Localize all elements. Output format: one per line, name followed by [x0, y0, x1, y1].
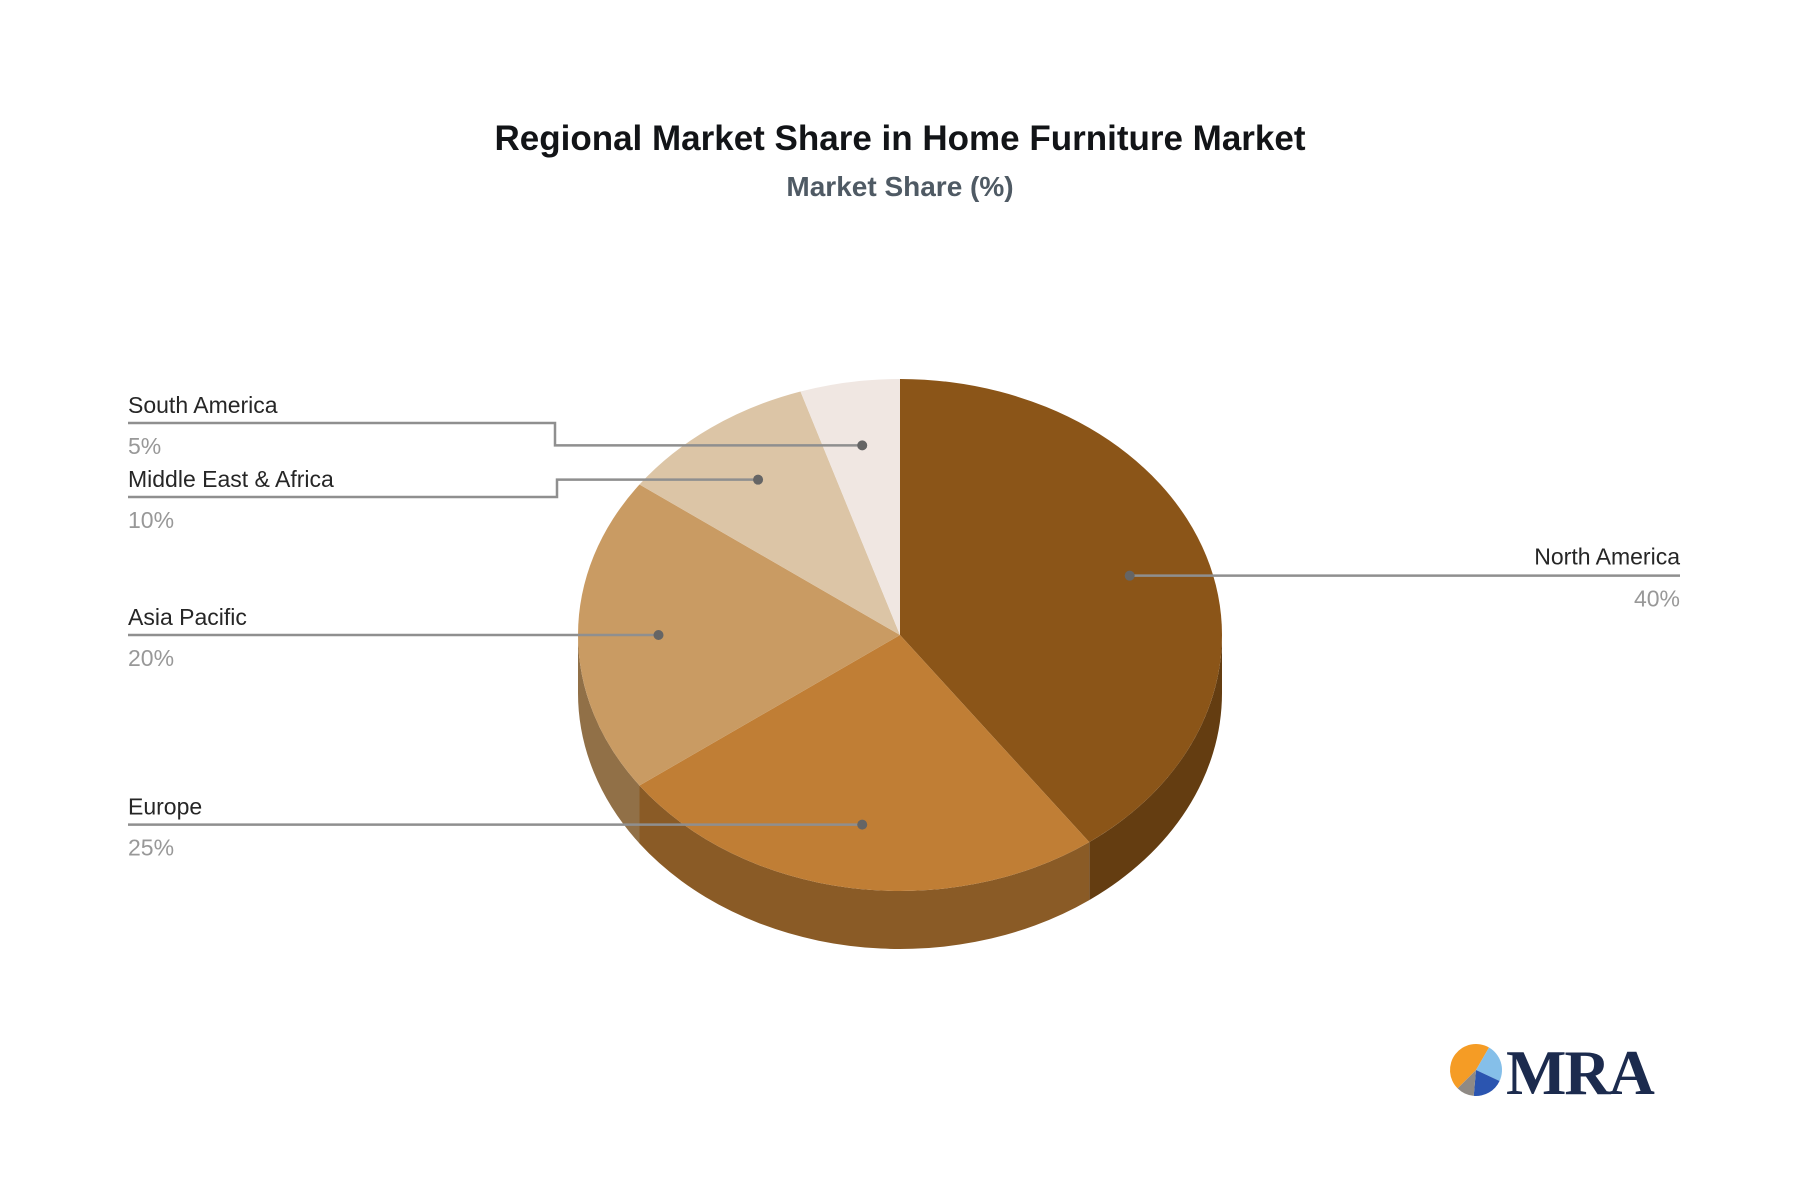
slice-label-north-america: North America: [1534, 544, 1680, 570]
leader-dot-europe: [857, 819, 868, 830]
chart-title: Regional Market Share in Home Furniture …: [494, 119, 1305, 158]
logo-orange-slice: [1450, 1044, 1489, 1089]
leader-dot-north-america: [1124, 570, 1135, 581]
pie-slice-side-north-america: [1089, 635, 1222, 901]
pie-slice-south-america[interactable]: [800, 379, 900, 635]
slice-value-north-america: 40%: [1634, 586, 1680, 612]
callout-south-america: South America 5%: [128, 392, 868, 459]
logo-pie-icon: [1450, 1044, 1502, 1097]
slice-value-south-america: 5%: [128, 433, 161, 459]
callout-asia-pacific: Asia Pacific 20%: [128, 604, 664, 671]
logo-gray-slice: [1457, 1070, 1476, 1096]
slice-label-middle-east-africa: Middle East & Africa: [128, 466, 334, 492]
slice-value-europe: 25%: [128, 835, 174, 861]
slice-value-middle-east-africa: 10%: [128, 507, 174, 533]
pie-slice-middle-east-africa[interactable]: [639, 391, 900, 635]
callout-north-america: North America 40%: [1124, 544, 1680, 612]
pie-3d-slices: [578, 379, 1222, 891]
callout-europe: Europe 25%: [128, 794, 868, 861]
pie-slice-side-asia-pacific: [578, 635, 640, 844]
callout-middle-east-africa: Middle East & Africa 10%: [128, 466, 764, 533]
leader-dot-asia-pacific: [653, 630, 664, 640]
slice-label-asia-pacific: Asia Pacific: [128, 604, 247, 630]
slice-label-south-america: South America: [128, 392, 278, 418]
logo-text: MRA: [1506, 1037, 1655, 1108]
leader-dot-south-america: [857, 440, 868, 451]
slice-value-asia-pacific: 20%: [128, 645, 174, 671]
pie-slice-asia-pacific[interactable]: [578, 484, 900, 786]
logo-dark-blue-slice: [1473, 1070, 1500, 1097]
slice-label-europe: Europe: [128, 794, 202, 820]
leader-line-south-america: [128, 421, 863, 447]
pie-slice-north-america[interactable]: [900, 379, 1222, 843]
leader-dot-middle-east-africa: [753, 474, 764, 485]
chart-subtitle: Market Share (%): [786, 171, 1013, 202]
pie-slice-europe[interactable]: [639, 635, 1090, 891]
logo-light-blue-slice: [1476, 1047, 1502, 1081]
logo: MRA: [1450, 1037, 1657, 1108]
leader-line-middle-east-africa: [128, 478, 759, 499]
pie-slice-side-europe: [639, 785, 1090, 949]
pie-callout-labels: North America 40% Europe 25% Asia Pacific 20%…: [128, 392, 1680, 861]
pie-3d-sides: [578, 635, 1222, 949]
